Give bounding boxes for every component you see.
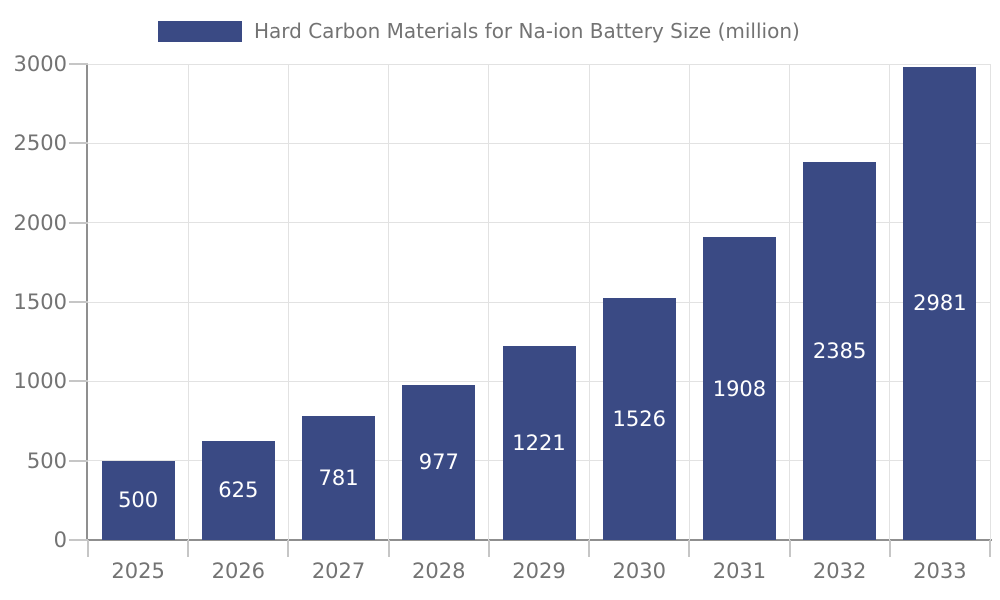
gridline-vertical	[889, 64, 891, 540]
gridline-vertical	[287, 64, 289, 540]
x-axis-tick	[989, 540, 991, 557]
gridline-horizontal	[88, 301, 990, 303]
x-axis-tick	[287, 540, 290, 557]
y-axis-tick	[69, 142, 88, 145]
bar-value-label: 2385	[812, 338, 867, 363]
y-tick-label: 500	[26, 448, 67, 473]
y-axis-tick	[69, 63, 88, 65]
gridline-horizontal	[88, 142, 990, 144]
bar-2029: 1221	[502, 346, 576, 540]
gridline-horizontal	[88, 63, 990, 65]
bar-value-label: 977	[418, 450, 459, 475]
bar-value-label: 1908	[712, 376, 767, 401]
gridline-vertical	[989, 64, 991, 540]
x-axis-tick	[588, 540, 591, 557]
y-tick-label: 1000	[13, 369, 67, 394]
bar-value-label: 1526	[612, 406, 666, 431]
x-axis-tick	[187, 540, 190, 557]
y-axis-tick	[69, 301, 88, 303]
bar-2026: 625	[201, 440, 275, 540]
x-axis-tick	[387, 540, 390, 557]
x-tick-label: 2027	[311, 559, 366, 583]
bar-2033: 2981	[903, 67, 977, 540]
gridline-horizontal	[88, 222, 990, 224]
gridline-vertical	[588, 64, 590, 540]
bar-value-label: 625	[218, 478, 259, 503]
y-axis-tick	[69, 459, 88, 462]
bar-value-label: 2981	[913, 291, 967, 316]
x-tick-label: 2032	[812, 559, 867, 583]
bar-2027: 781	[302, 416, 376, 540]
gridline-vertical	[187, 64, 189, 540]
x-tick-label: 2029	[512, 559, 566, 583]
legend-label: Hard Carbon Materials for Na-ion Battery…	[254, 19, 800, 43]
bar-2032: 2385	[803, 161, 877, 540]
gridline-vertical	[789, 64, 791, 540]
bar-value-label: 781	[318, 466, 359, 491]
gridline-vertical	[388, 64, 390, 540]
x-axis-tick	[87, 540, 89, 557]
bar-2025: 500	[101, 460, 175, 540]
y-tick-label: 2000	[13, 210, 67, 235]
x-tick-label: 2030	[612, 559, 666, 583]
x-tick-label: 2026	[211, 559, 266, 583]
x-axis-tick	[888, 540, 891, 557]
x-axis-tick	[688, 540, 691, 557]
bar-2031: 1908	[702, 237, 776, 540]
y-tick-label: 0	[53, 528, 67, 552]
y-axis-tick	[69, 221, 88, 224]
y-axis-tick	[69, 539, 88, 541]
y-tick-label: 1500	[13, 290, 67, 314]
gridline-vertical	[688, 64, 690, 540]
bar-value-label: 500	[118, 488, 159, 513]
y-tick-label: 3000	[13, 52, 67, 76]
x-tick-label: 2025	[111, 559, 165, 583]
bar-2028: 977	[402, 384, 476, 540]
legend-swatch	[158, 21, 242, 42]
x-tick-label: 2033	[913, 559, 967, 583]
x-axis-tick	[487, 540, 490, 557]
x-axis-line	[86, 539, 992, 541]
y-tick-label: 2500	[13, 131, 67, 156]
x-axis-tick	[788, 540, 791, 557]
y-axis-tick	[69, 380, 88, 383]
gridline-vertical	[488, 64, 490, 540]
bar-2030: 1526	[602, 297, 676, 540]
x-tick-label: 2028	[412, 559, 466, 583]
x-tick-label: 2031	[712, 559, 767, 583]
bar-value-label: 1221	[512, 431, 566, 456]
